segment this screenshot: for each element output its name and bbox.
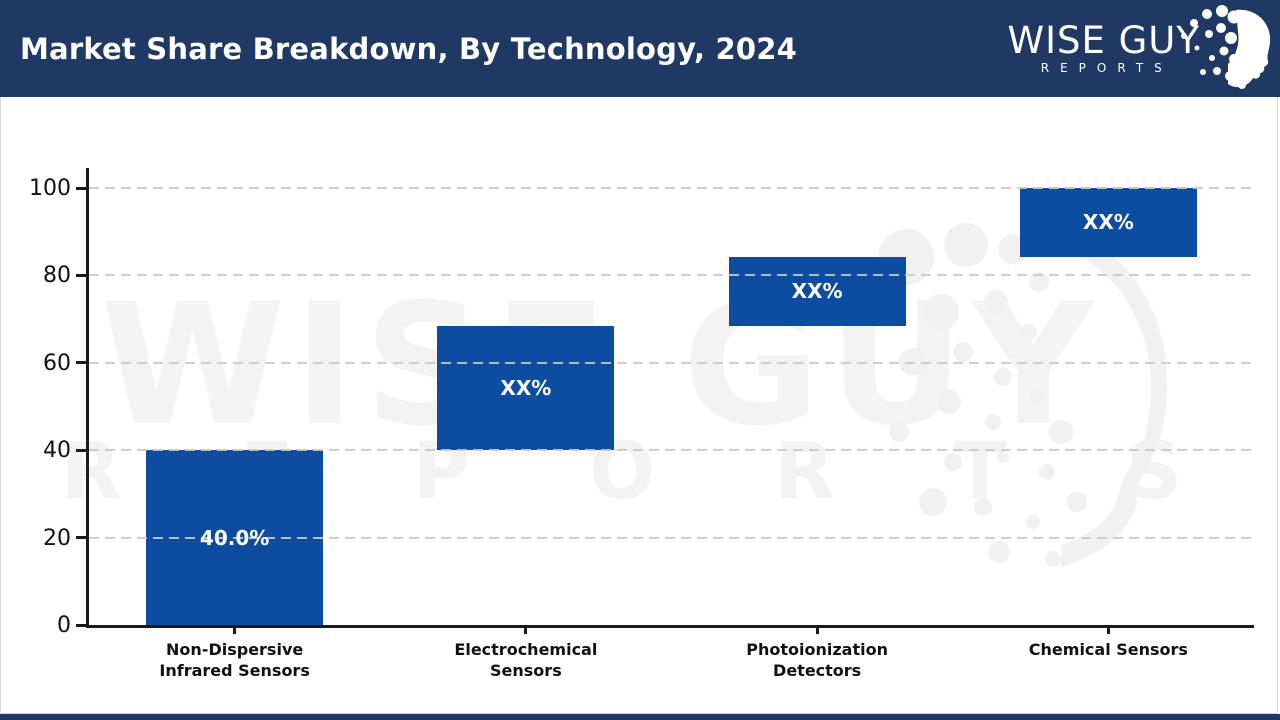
y-tick-label: 40 — [43, 438, 71, 464]
x-tick-mark — [233, 625, 237, 634]
x-tick-label: Non-Dispersive Infrared Sensors — [159, 640, 310, 680]
y-tick-label: 60 — [43, 350, 71, 376]
logo-name: WISE GUY — [1007, 19, 1200, 62]
x-tick-mark — [1106, 625, 1110, 634]
chart-card: WISE GUY R E P O R T S — [0, 97, 1278, 714]
bar-value-label: XX% — [500, 375, 552, 400]
y-tick-mark — [76, 536, 86, 540]
y-tick-label: 80 — [43, 263, 71, 289]
wise-guy-face-icon — [1181, 5, 1271, 89]
logo-subtitle: REPORTS — [1040, 61, 1173, 75]
gridline — [89, 536, 1254, 539]
y-tick-label: 0 — [57, 613, 71, 638]
y-tick-mark — [76, 361, 86, 365]
bar-value-label: XX% — [1082, 210, 1134, 235]
y-tick-mark — [76, 448, 86, 452]
bar-value-label: XX% — [791, 279, 843, 304]
x-tick-mark — [524, 625, 528, 634]
x-tick-label: Photoionization Detectors — [746, 640, 888, 680]
bottom-accent-bar — [0, 714, 1280, 720]
logo-text: WISE GUY REPORTS — [1007, 19, 1200, 76]
bar — [437, 325, 615, 451]
x-tick-label: Chemical Sensors — [1028, 640, 1188, 659]
y-tick-mark — [76, 186, 86, 190]
y-tick-mark — [76, 273, 86, 277]
bar-value-label: 40.0% — [199, 525, 270, 550]
gridline — [89, 361, 1254, 364]
x-tick-label: Electrochemical Sensors — [454, 640, 598, 680]
gridline — [89, 449, 1254, 452]
y-tick-label: 20 — [43, 525, 71, 551]
x-axis-line — [86, 625, 1254, 628]
y-tick-label: 100 — [29, 176, 71, 201]
plot-area: 0 20 40 60 80 100 40.0% Non-Dispersive Infrared … — [29, 168, 1254, 680]
header-bar: Market Share Breakdown, By Technology, 2… — [0, 0, 1280, 97]
gridline — [89, 187, 1254, 189]
y-axis-line — [86, 168, 89, 628]
bar — [728, 256, 906, 326]
y-tick-mark — [76, 623, 86, 627]
chart-title: Market Share Breakdown, By Technology, 2… — [20, 31, 798, 66]
gridline — [89, 274, 1254, 277]
x-tick-mark — [815, 625, 819, 634]
wise-guy-logo: WISE GUY REPORTS — [1008, 0, 1272, 97]
